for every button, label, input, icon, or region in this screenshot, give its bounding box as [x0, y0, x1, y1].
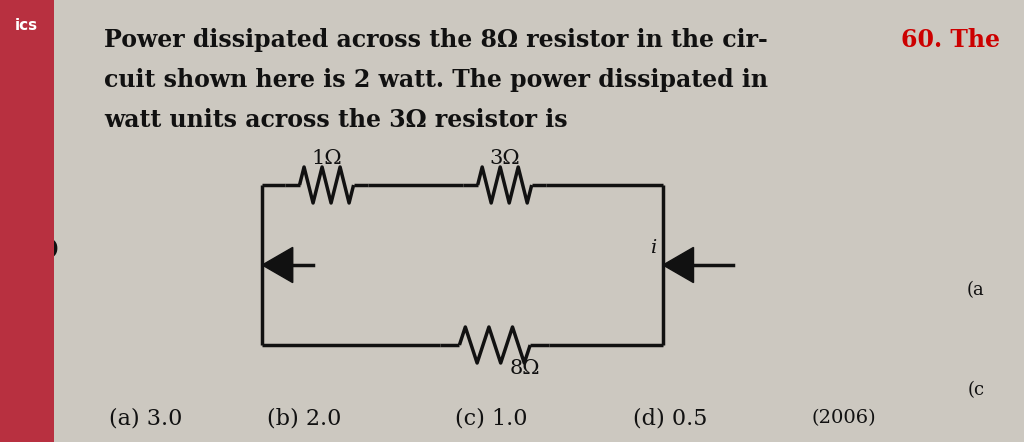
Text: (d) 0.5: (d) 0.5 [633, 407, 708, 429]
Text: 3Ω: 3Ω [489, 149, 520, 168]
Text: cuit shown here is 2 watt. The power dissipated in: cuit shown here is 2 watt. The power dis… [103, 68, 768, 92]
Text: (a) 3.0: (a) 3.0 [109, 407, 182, 429]
Polygon shape [663, 248, 693, 282]
Text: 12): 12) [17, 237, 59, 259]
Text: 1Ω: 1Ω [311, 149, 342, 168]
Polygon shape [262, 248, 293, 282]
Text: (a: (a [967, 281, 985, 299]
Text: (c: (c [968, 381, 985, 399]
Text: watt units across the 3Ω resistor is: watt units across the 3Ω resistor is [103, 108, 567, 132]
Text: 8Ω: 8Ω [509, 358, 540, 377]
Text: i: i [650, 239, 656, 257]
Text: 60. The: 60. The [900, 28, 999, 52]
Text: (2006): (2006) [811, 409, 877, 427]
Text: ics: ics [15, 18, 38, 33]
Text: (b) 2.0: (b) 2.0 [267, 407, 342, 429]
Bar [0, 0, 54, 442]
Text: (c) 1.0: (c) 1.0 [456, 407, 527, 429]
Text: Power dissipated across the 8Ω resistor in the cir-: Power dissipated across the 8Ω resistor … [103, 28, 768, 52]
